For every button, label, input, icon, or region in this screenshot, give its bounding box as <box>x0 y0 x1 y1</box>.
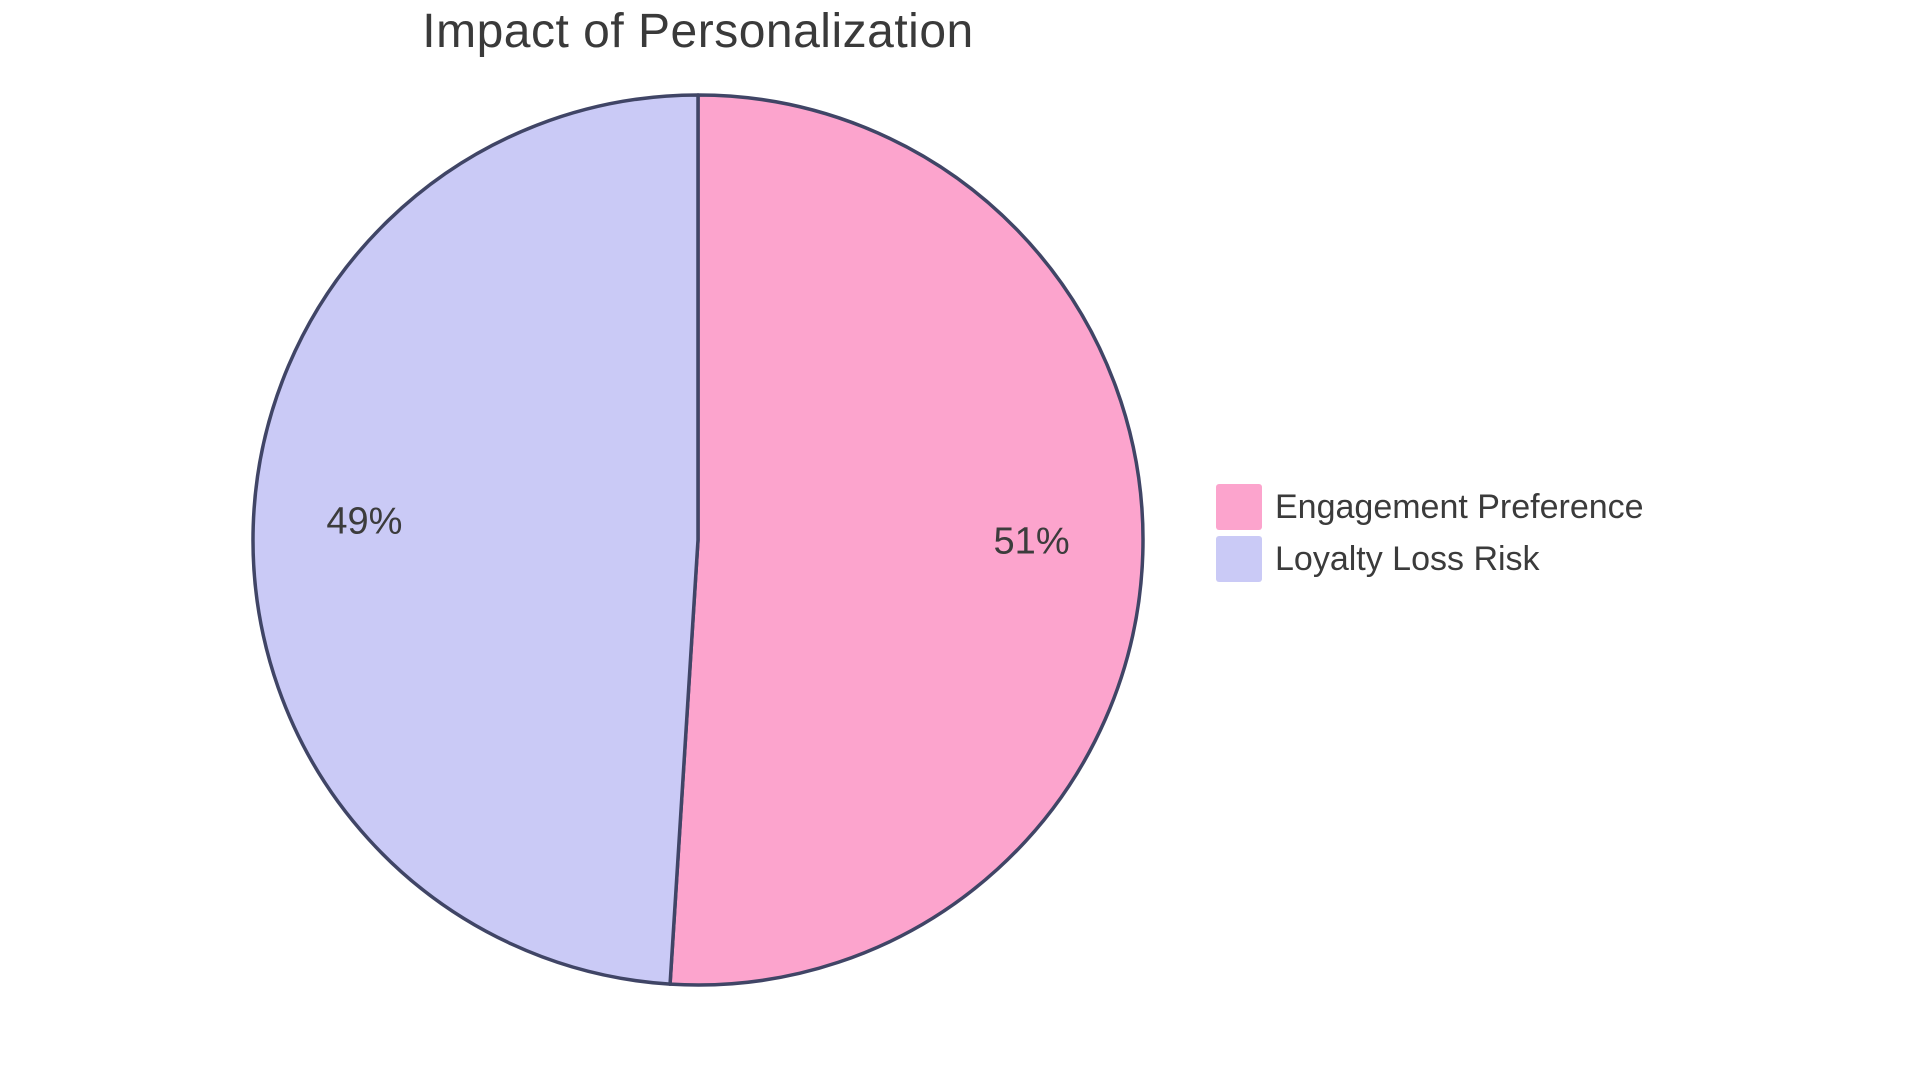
legend-item-loyalty-loss-risk[interactable]: Loyalty Loss Risk <box>1216 536 1644 582</box>
legend-label: Engagement Preference <box>1275 487 1644 526</box>
legend: Engagement Preference Loyalty Loss Risk <box>1216 484 1644 588</box>
legend-swatch <box>1216 484 1262 530</box>
slice-percentage-label: 51% <box>993 520 1070 563</box>
slice-percentage-label: 49% <box>326 500 403 543</box>
legend-item-engagement-preference[interactable]: Engagement Preference <box>1216 484 1644 530</box>
pie-slice-engagement-preference[interactable] <box>668 93 1145 987</box>
chart-title: Impact of Personalization <box>422 5 974 58</box>
pie-slice-loyalty-loss-risk[interactable] <box>251 93 700 986</box>
legend-swatch <box>1216 536 1262 582</box>
legend-label: Loyalty Loss Risk <box>1275 539 1540 578</box>
